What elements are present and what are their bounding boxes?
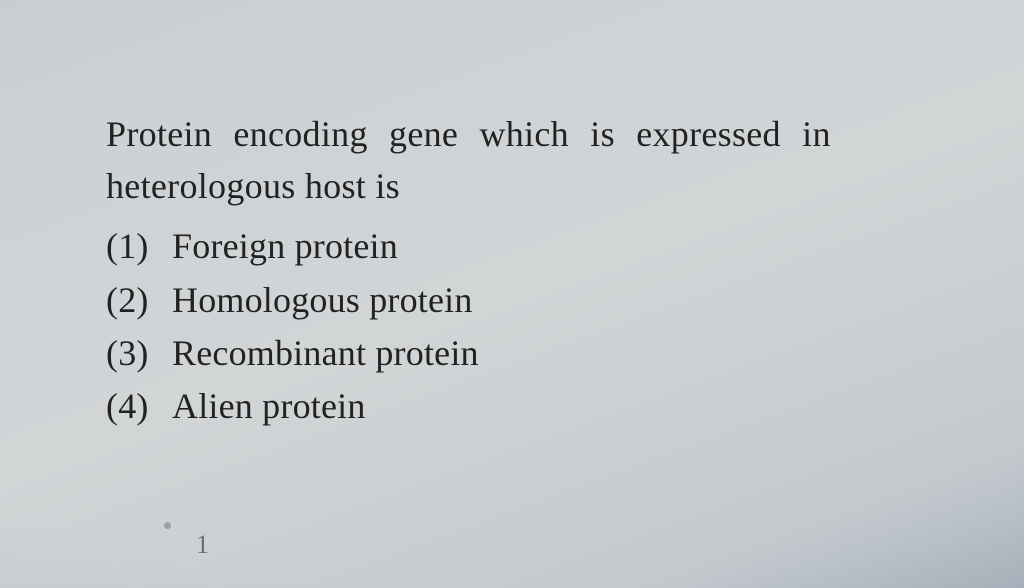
option-text: Homologous protein — [172, 280, 473, 320]
question-line-2: heterologous host is — [106, 160, 954, 212]
page-number: 1 — [196, 530, 209, 560]
options-list: (1)Foreign protein (2)Homologous protein… — [106, 220, 954, 433]
question-text: Protein encoding gene which is expressed… — [106, 108, 954, 212]
question-block: Protein encoding gene which is expressed… — [106, 108, 954, 433]
option-text: Recombinant protein — [172, 333, 479, 373]
option-text: Alien protein — [172, 386, 366, 426]
option-text: Foreign protein — [172, 226, 398, 266]
option-number: (3) — [106, 327, 172, 380]
option-number: (2) — [106, 274, 172, 327]
option-2: (2)Homologous protein — [106, 274, 954, 327]
option-number: (4) — [106, 380, 172, 433]
option-number: (1) — [106, 220, 172, 273]
bullet-dot — [164, 522, 171, 529]
option-1: (1)Foreign protein — [106, 220, 954, 273]
option-4: (4)Alien protein — [106, 380, 954, 433]
question-line-1: Protein encoding gene which is expressed… — [106, 108, 954, 160]
option-3: (3)Recombinant protein — [106, 327, 954, 380]
